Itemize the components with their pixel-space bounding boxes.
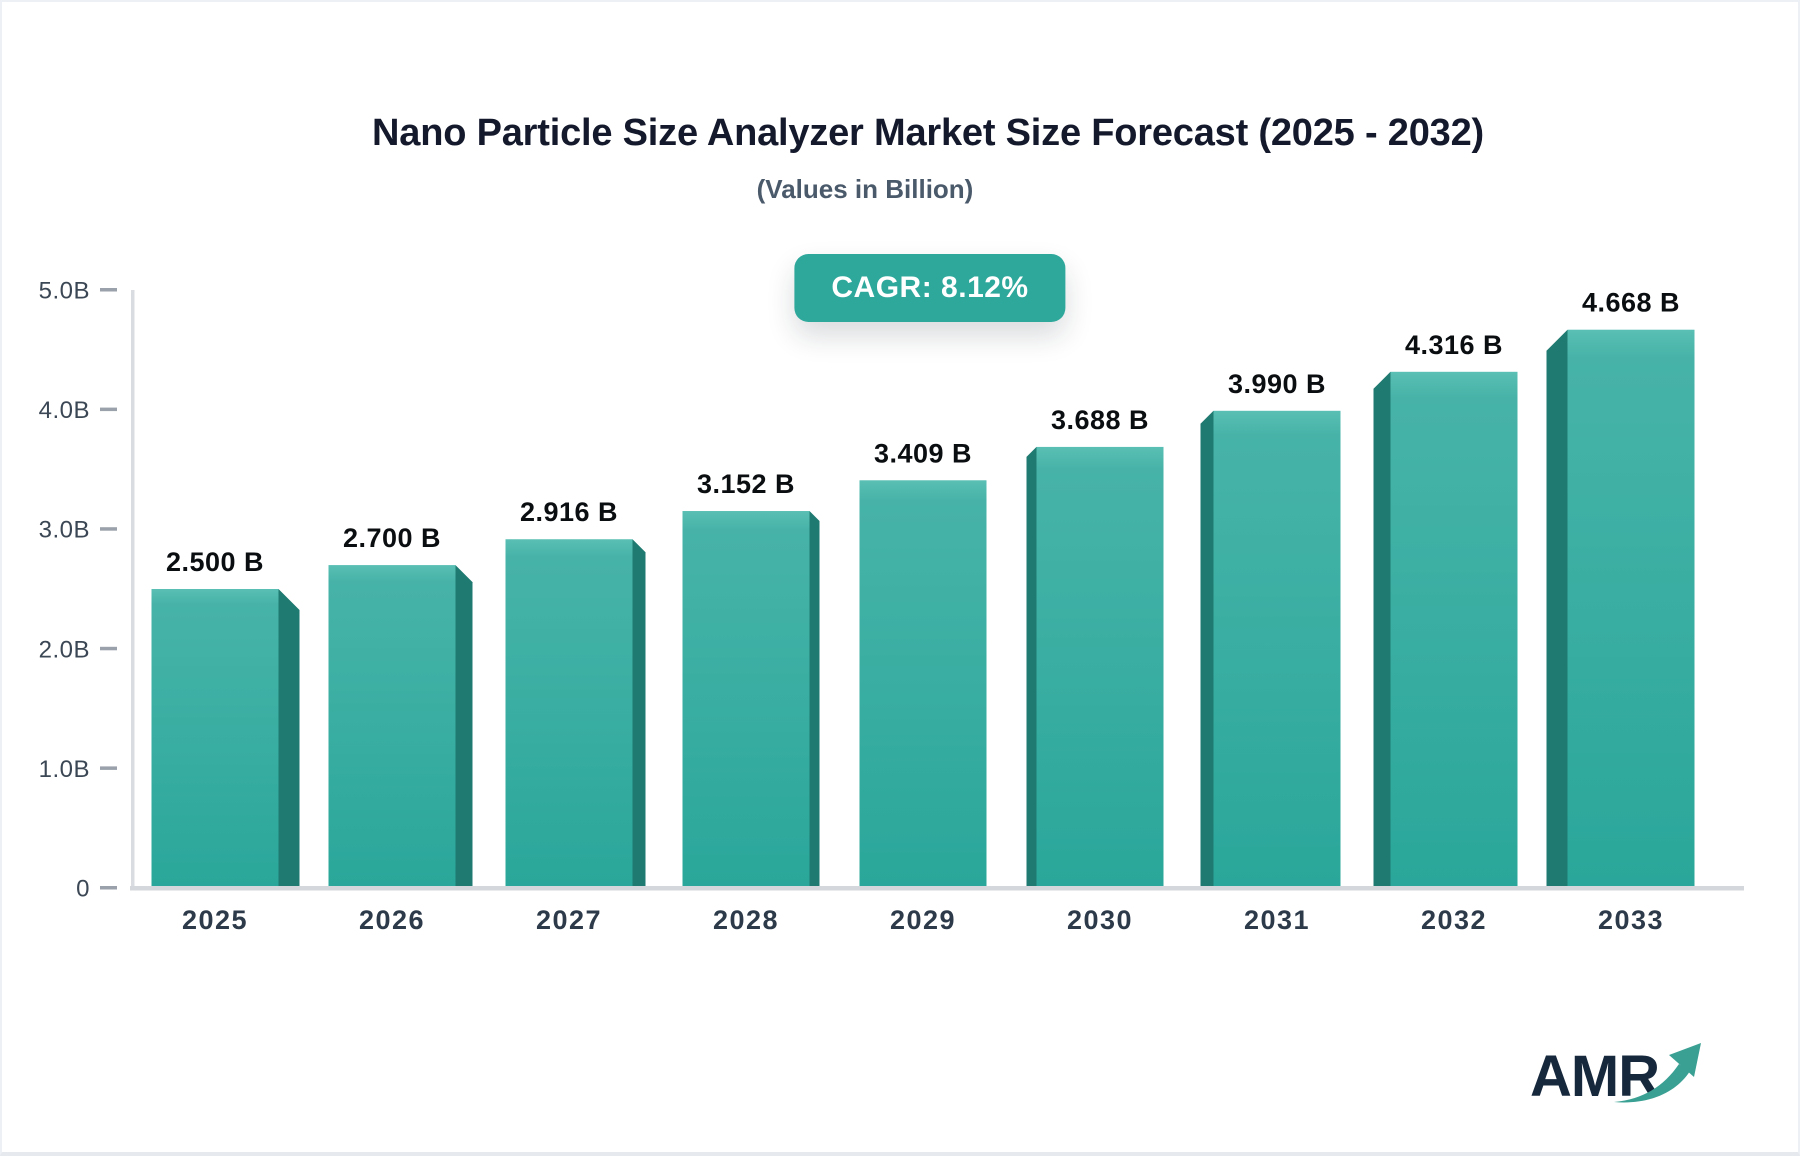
bar-side-face (455, 565, 473, 888)
x-tick-label: 2025 (182, 905, 248, 935)
y-tick (100, 886, 117, 890)
growth-arrowhead-icon (1669, 1043, 1701, 1077)
bar-side-face (1546, 329, 1568, 888)
y-tick-label: 1.0B (39, 756, 90, 783)
y-tick (100, 766, 117, 770)
x-tick-label: 2028 (713, 905, 779, 935)
bar-value-label: 4.316 B (1405, 330, 1503, 360)
bar-2030 (1036, 446, 1164, 888)
x-tick-label: 2029 (890, 905, 956, 935)
chart-title: Nano Particle Size Analyzer Market Size … (372, 112, 1484, 154)
bar-2029 (859, 480, 987, 888)
cagr-badge: CAGR: 8.12% (794, 254, 1066, 322)
bar-value-label: 4.668 B (1582, 288, 1680, 318)
x-tick-label: 2027 (536, 905, 602, 935)
y-tick-label: 5.0B (39, 278, 90, 305)
bar-value-label: 2.916 B (520, 497, 618, 527)
y-tick (100, 288, 117, 292)
bar-value-label: 2.500 B (166, 547, 264, 577)
y-tick (100, 527, 117, 531)
x-tick-label: 2032 (1421, 905, 1487, 935)
y-axis-line (131, 290, 135, 888)
bar-2031 (1213, 410, 1341, 888)
x-tick-label: 2026 (359, 905, 425, 935)
bar-2027 (505, 539, 633, 888)
bar-value-label: 3.152 B (697, 469, 795, 499)
y-tick (100, 407, 117, 412)
x-axis-line (130, 886, 1744, 891)
amr-logo: AMR (1530, 1043, 1701, 1109)
y-tick-label: 2.0B (39, 636, 90, 663)
bar-2028 (682, 511, 810, 888)
bar-2026 (328, 565, 456, 888)
y-tick-label: 0 (76, 876, 90, 903)
bar-2033 (1567, 329, 1695, 888)
x-tick-label: 2033 (1598, 905, 1664, 935)
bar-value-label: 3.409 B (874, 438, 972, 468)
bar-value-label: 3.688 B (1051, 405, 1149, 435)
y-tick-label: 4.0B (39, 397, 90, 424)
bar-2032 (1390, 371, 1518, 888)
bar-value-label: 3.990 B (1228, 369, 1326, 399)
x-tick-label: 2031 (1244, 905, 1310, 935)
x-tick-label: 2030 (1067, 905, 1133, 935)
bar-side-face (632, 539, 646, 888)
bar-value-label: 2.700 B (343, 523, 441, 553)
bar-side-face (278, 589, 300, 888)
chart-subtitle: (Values in Billion) (756, 174, 974, 204)
bar-side-face (1373, 371, 1391, 888)
bar-side-face (1200, 410, 1214, 888)
bar-2025 (151, 589, 279, 888)
growth-arrow-icon (1614, 1064, 1690, 1103)
bar-side-face (809, 511, 820, 888)
bar-side-face (1026, 446, 1037, 888)
y-tick (100, 646, 117, 651)
y-tick-label: 3.0B (39, 517, 90, 544)
